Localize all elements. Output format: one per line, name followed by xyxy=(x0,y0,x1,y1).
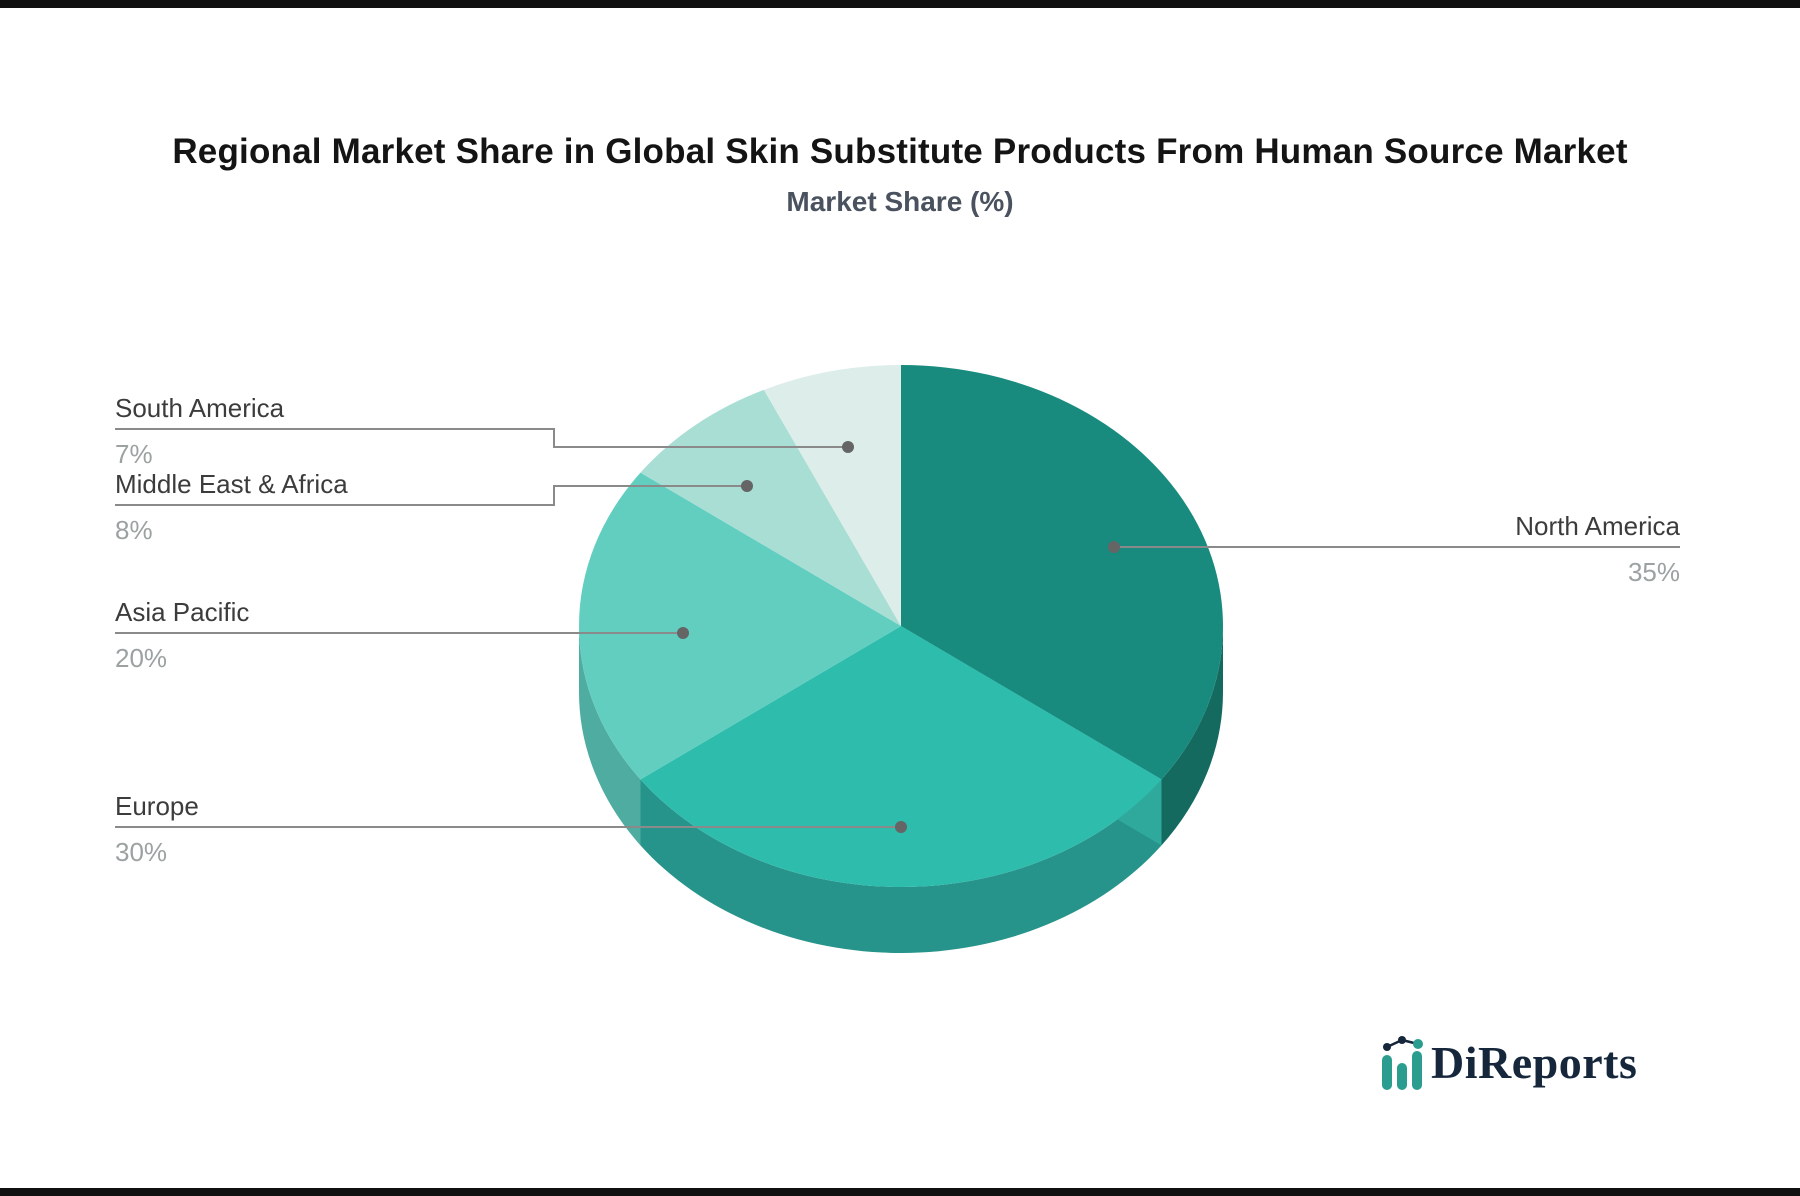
slice-value-south-america: 7% xyxy=(115,439,153,469)
leader-line-south-america xyxy=(115,428,848,448)
slice-label-south-america: South America xyxy=(115,393,285,423)
pie-slice-north-america xyxy=(901,365,1223,780)
bottom-frame-bar xyxy=(0,1188,1800,1196)
leader-dot-south-america xyxy=(842,441,854,453)
slice-value-europe: 30% xyxy=(115,837,168,867)
slice-value-asia-pacific: 20% xyxy=(115,643,168,673)
slice-label-europe: Europe xyxy=(115,791,199,821)
pie-slice-europe xyxy=(640,626,1162,887)
chart-title: Regional Market Share in Global Skin Sub… xyxy=(172,132,1628,171)
slice-label-asia-pacific: Asia Pacific xyxy=(115,597,250,627)
pie-slice-side-asia-pacific xyxy=(579,626,641,846)
pie-slice-asia-pacific xyxy=(579,472,901,780)
pie-slice-middle-east-africa xyxy=(640,389,901,626)
leader-dot-middle-east-africa xyxy=(741,480,753,492)
slice-label-north-america: North America xyxy=(1515,511,1680,541)
bar-line-chart-icon xyxy=(1382,1036,1423,1090)
pie-slice-side-north-america xyxy=(1161,626,1223,846)
leader-dot-asia-pacific xyxy=(677,627,689,639)
top-frame-bar xyxy=(0,0,1800,8)
slice-value-north-america: 35% xyxy=(1627,557,1680,587)
leader-dot-north-america xyxy=(1108,541,1120,553)
leader-dot-europe xyxy=(895,821,907,833)
pie-slice-south-america xyxy=(763,365,901,626)
direports-logo: DiReports xyxy=(1382,1034,1637,1090)
slice-value-middle-east-africa: 8% xyxy=(115,515,153,545)
leader-line-middle-east-africa xyxy=(115,485,747,506)
logo-text: DiReports xyxy=(1431,1037,1638,1088)
chart-subtitle: Market Share (%) xyxy=(786,186,1014,217)
slice-label-middle-east-africa: Middle East & Africa xyxy=(115,469,348,499)
pie-slice-side-europe xyxy=(640,779,1162,953)
